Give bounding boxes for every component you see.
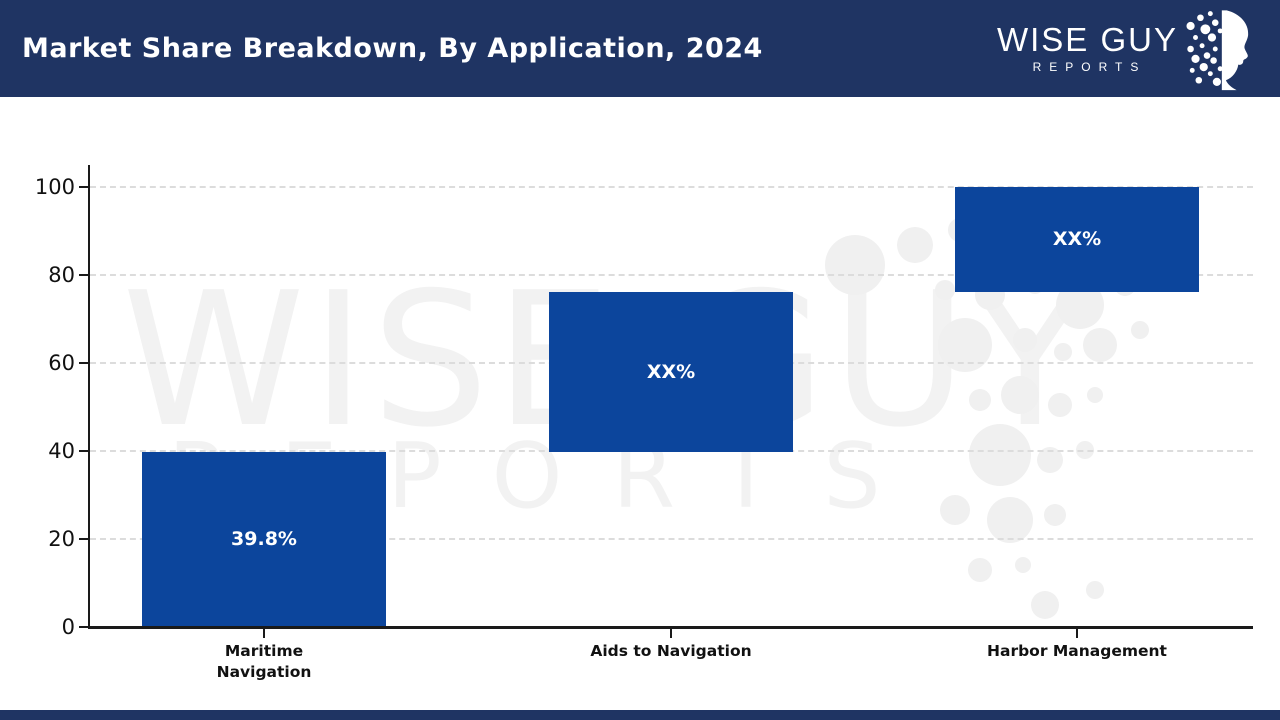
x-tick-0 bbox=[263, 629, 265, 638]
header-bar: Market Share Breakdown, By Application, … bbox=[0, 0, 1280, 97]
y-axis-line bbox=[88, 165, 90, 629]
bar-value-label-0: 39.8% bbox=[231, 528, 297, 551]
gridline-80 bbox=[90, 273, 1253, 276]
category-label-2: Harbor Management bbox=[987, 642, 1167, 660]
y-tick-80 bbox=[79, 273, 88, 276]
gridline-20 bbox=[90, 537, 1253, 540]
logo-subtext: REPORTS bbox=[1032, 60, 1147, 74]
y-tick-label-0: 0 bbox=[61, 615, 75, 639]
y-tick-label-60: 60 bbox=[48, 350, 75, 375]
footer-bar bbox=[0, 710, 1280, 720]
y-tick-label-100: 100 bbox=[34, 174, 75, 199]
y-tick-100 bbox=[79, 185, 88, 188]
y-tick-label-80: 80 bbox=[48, 262, 75, 287]
bar-0: 39.8% bbox=[142, 451, 386, 627]
y-tick-label-40: 40 bbox=[48, 438, 75, 463]
y-tick-40 bbox=[79, 449, 88, 452]
bar-2: XX% bbox=[955, 186, 1199, 292]
category-label-0: Maritime Navigation bbox=[216, 642, 312, 681]
logo-face-icon bbox=[1186, 9, 1249, 90]
y-tick-label-20: 20 bbox=[48, 526, 75, 551]
y-tick-60 bbox=[79, 361, 88, 364]
x-tick-1 bbox=[670, 629, 672, 638]
y-tick-20 bbox=[79, 537, 88, 540]
brand-logo: WISE GUY REPORTS bbox=[997, 7, 1258, 91]
category-label-1: Aids to Navigation bbox=[590, 642, 752, 660]
bar-value-label-2: XX% bbox=[1052, 228, 1102, 251]
gridline-100 bbox=[90, 185, 1253, 188]
logo-text: WISE GUY REPORTS bbox=[997, 23, 1178, 74]
x-tick-2 bbox=[1076, 629, 1078, 638]
bar-1: XX% bbox=[549, 291, 793, 452]
logo-wordmark: WISE GUY bbox=[996, 21, 1178, 58]
page-title: Market Share Breakdown, By Application, … bbox=[22, 33, 763, 64]
x-axis-line bbox=[88, 626, 1253, 629]
y-tick-0 bbox=[79, 626, 88, 628]
bar-value-label-1: XX% bbox=[646, 360, 696, 383]
